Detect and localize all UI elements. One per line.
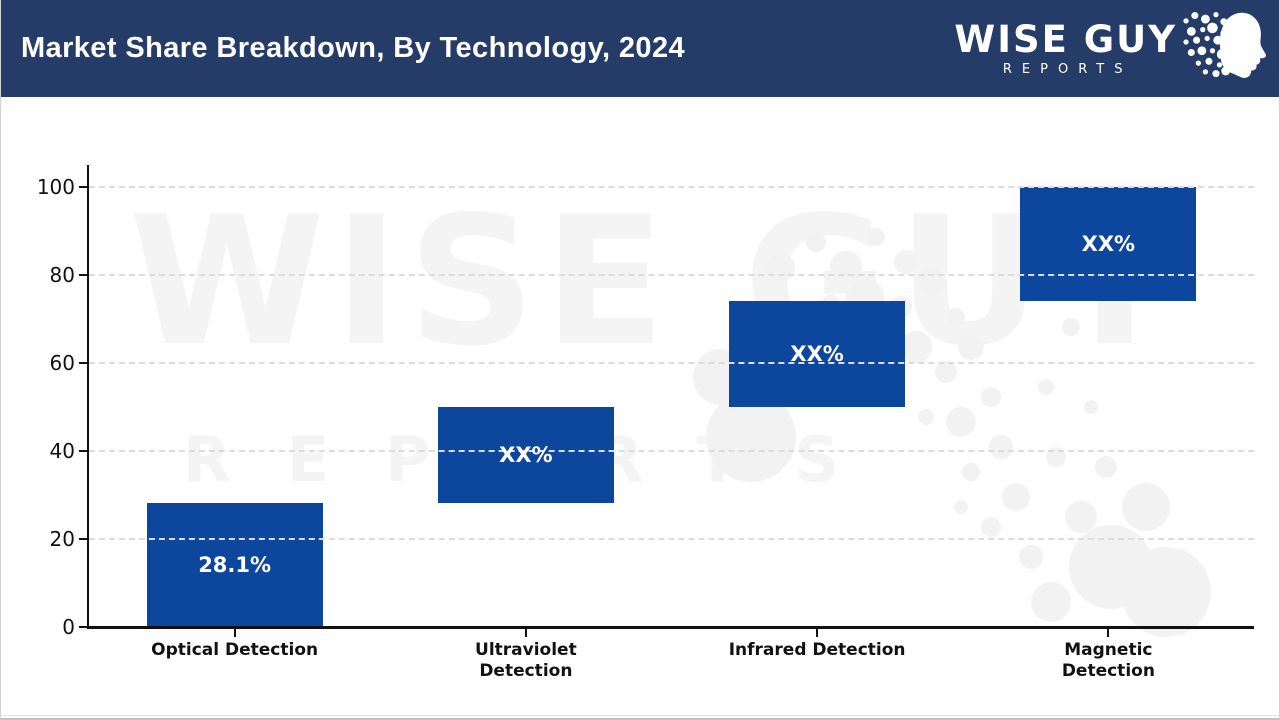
bar-value-label: XX% (790, 342, 844, 367)
x-tick-label-1: Ultraviolet Detection (475, 640, 577, 682)
gridline-60 (89, 362, 1254, 364)
y-tick-0 (79, 626, 87, 628)
bar-value-label: XX% (1081, 232, 1136, 257)
header-bar: Market Share Breakdown, By Technology, 2… (1, 0, 1279, 97)
gridline-20 (89, 538, 1254, 540)
y-tick-60 (79, 362, 87, 364)
x-tick-1 (524, 629, 527, 637)
y-tick-20 (79, 538, 87, 540)
x-tick-3 (1107, 629, 1110, 637)
logo-name-text: WISE GUY (954, 17, 1177, 61)
y-tick-label-0: 0 (62, 615, 75, 639)
x-tick-2 (816, 629, 819, 637)
bar-value-label: XX% (499, 443, 553, 468)
bar-infrared-detection (729, 301, 906, 407)
gridline-100 (89, 186, 1254, 188)
bar-magnetic-detection (1020, 187, 1197, 302)
y-tick-label-40: 40 (49, 439, 75, 463)
watermark-wordmark: WISE GUY (129, 178, 1187, 385)
y-axis-line (87, 165, 89, 628)
y-tick-label-20: 20 (49, 527, 75, 551)
brand-logo: WISE GUY REPORTS (954, 7, 1279, 91)
page-title: Market Share Breakdown, By Technology, 2… (21, 32, 686, 64)
y-tick-label-60: 60 (49, 351, 75, 375)
chart-area: WISE GUY REPORTS 02040608010028.1%Optica… (1, 97, 1279, 717)
gridline-40 (89, 450, 1254, 452)
x-tick-label-0: Optical Detection (151, 640, 319, 660)
x-tick-0 (233, 629, 236, 637)
y-tick-100 (79, 186, 87, 188)
y-tick-80 (79, 274, 87, 276)
y-tick-40 (79, 450, 87, 452)
footer-divider (1, 715, 1279, 716)
logo-face-icon (1183, 11, 1266, 78)
x-axis-line (87, 626, 1254, 629)
x-tick-label-3: Magnetic Detection (1061, 640, 1155, 682)
logo-wordmark: WISE GUY REPORTS (954, 21, 1177, 77)
y-tick-label-100: 100 (36, 175, 75, 199)
x-tick-label-2: Infrared Detection (728, 640, 906, 660)
bar-value-label: 28.1% (198, 553, 272, 578)
gridline-80 (89, 274, 1254, 276)
logo-subtitle-text: REPORTS (1002, 61, 1133, 77)
y-tick-label-80: 80 (49, 263, 75, 287)
bar-ultraviolet-detection (437, 407, 614, 504)
bar-optical-detection (146, 503, 323, 627)
